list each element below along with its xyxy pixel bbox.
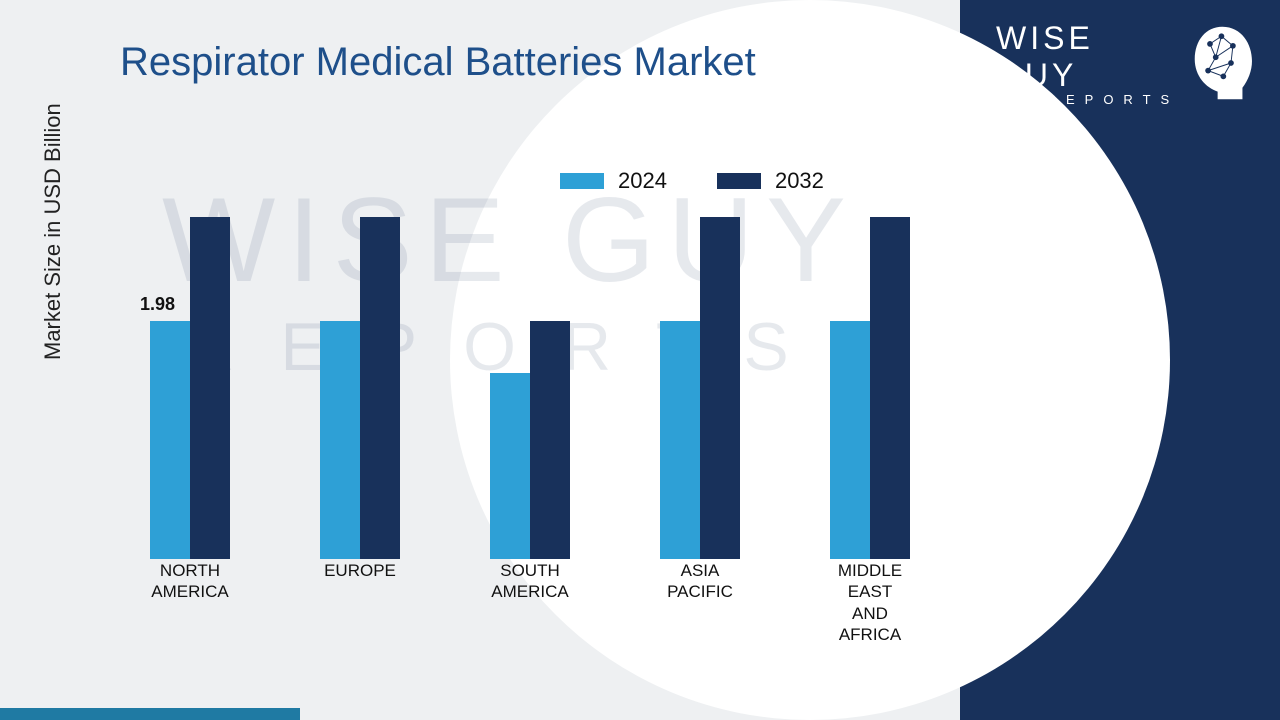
chart: Market Size in USD Billion 1.98 NORTHAME…	[100, 160, 960, 560]
chart-title: Respirator Medical Batteries Market	[120, 40, 756, 85]
logo-line1: WISE GUY	[996, 20, 1179, 94]
logo-line2: REPORTS	[1047, 92, 1180, 107]
x-category-label: NORTHAMERICA	[120, 560, 260, 603]
bar-2024	[830, 321, 870, 559]
plot-area: 1.98	[130, 200, 950, 560]
bar-value-label: 1.98	[140, 294, 175, 315]
page: WISE GUY REPORTS Respirator Medical Batt…	[0, 0, 1280, 720]
x-category-label: ASIAPACIFIC	[630, 560, 770, 603]
bar-2032	[190, 217, 230, 559]
head-icon	[1189, 23, 1256, 103]
x-category-label: MIDDLEEASTANDAFRICA	[800, 560, 940, 645]
x-axis-labels: NORTHAMERICAEUROPESOUTHAMERICAASIAPACIFI…	[130, 560, 950, 700]
bar-2032	[700, 217, 740, 559]
logo-text: WISE GUY REPORTS	[996, 20, 1179, 107]
y-axis-label: Market Size in USD Billion	[40, 103, 66, 360]
bar-2032	[530, 321, 570, 559]
bar-2032	[870, 217, 910, 559]
wiseguy-logo: WISE GUY REPORTS	[996, 18, 1256, 108]
bar-2024	[150, 321, 190, 559]
bar-2032	[360, 217, 400, 559]
x-category-label: SOUTHAMERICA	[460, 560, 600, 603]
right-band	[960, 0, 1280, 720]
x-category-label: EUROPE	[290, 560, 430, 581]
bar-2024	[660, 321, 700, 559]
bar-2024	[320, 321, 360, 559]
bar-2024	[490, 373, 530, 559]
bottom-accent-bar	[0, 708, 300, 720]
